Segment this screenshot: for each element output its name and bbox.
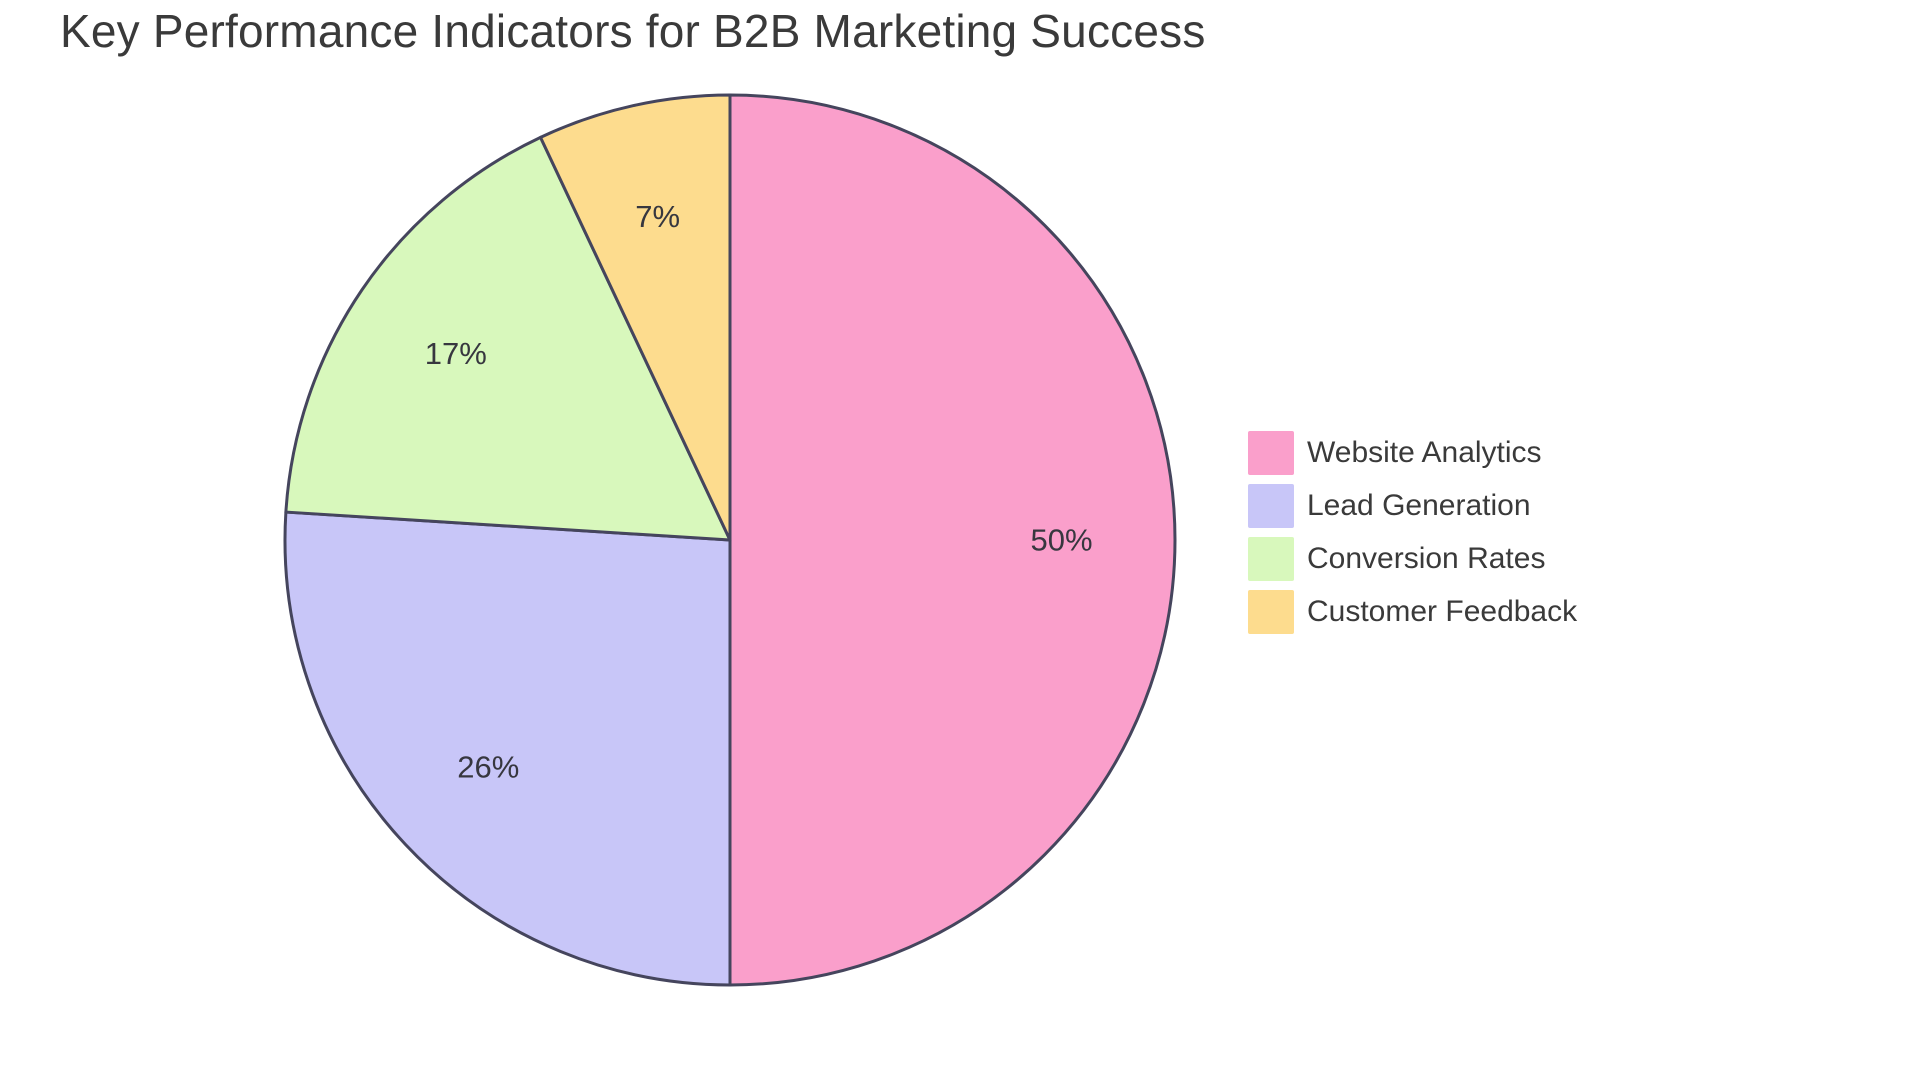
slice-percent-label: 7%	[635, 199, 680, 234]
legend-item-lead-generation: Lead Generation	[1248, 484, 1577, 528]
legend-color-swatch	[1248, 537, 1294, 581]
legend-color-swatch	[1248, 484, 1294, 528]
slice-percent-label: 17%	[425, 336, 487, 371]
pie-slice-customer-feedback	[539, 93, 732, 542]
legend-color-swatch	[1248, 590, 1294, 634]
legend-item-label: Website Analytics	[1307, 436, 1542, 469]
slice-percent-label: 50%	[1030, 523, 1092, 558]
pie-slice-conversion-rates	[284, 135, 732, 542]
pie-slice-website-analytics	[728, 93, 1177, 987]
chart-title: Key Performance Indicators for B2B Marke…	[60, 5, 1206, 57]
legend-item-label: Conversion Rates	[1307, 542, 1546, 575]
pie-slice-lead-generation	[283, 510, 732, 987]
legend-item-label: Lead Generation	[1307, 489, 1531, 522]
legend-color-swatch	[1248, 431, 1294, 475]
legend-item-label: Customer Feedback	[1307, 595, 1578, 628]
legend-item-conversion-rates: Conversion Rates	[1248, 537, 1577, 581]
legend-item-website-analytics: Website Analytics	[1248, 431, 1577, 475]
legend-item-customer-feedback: Customer Feedback	[1248, 590, 1577, 634]
legend: Website Analytics Lead Generation Conversi…	[1248, 431, 1577, 634]
slice-percent-label: 26%	[457, 749, 519, 784]
